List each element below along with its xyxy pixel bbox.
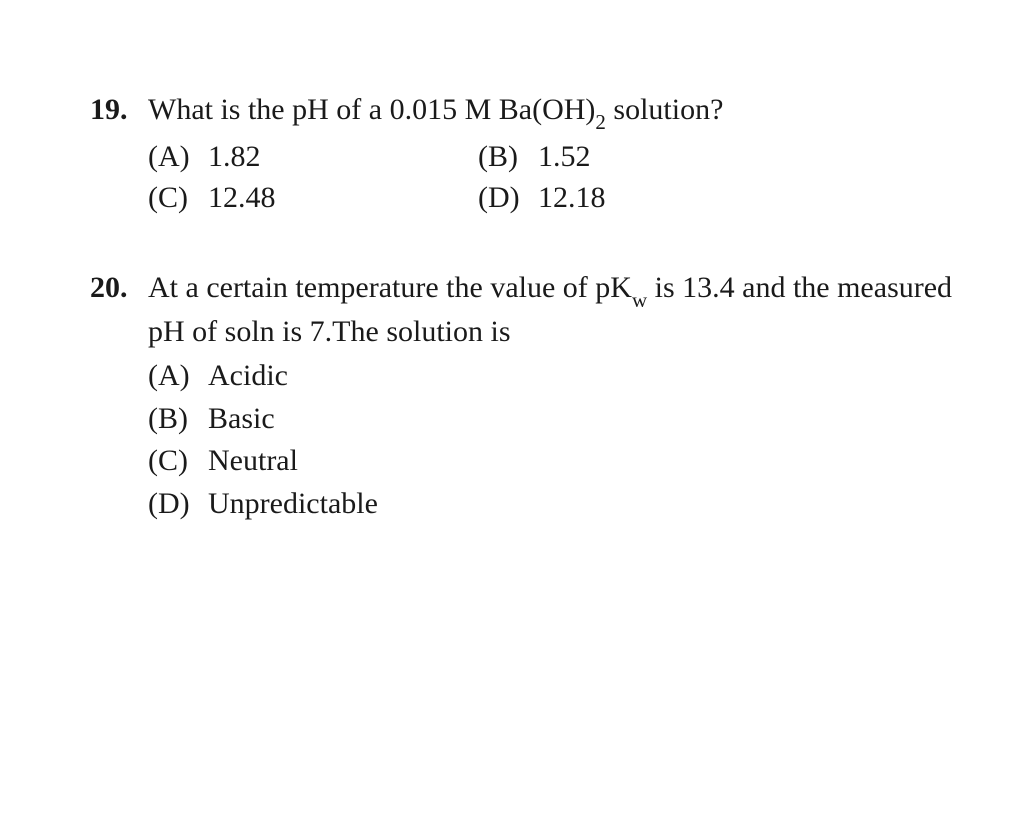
question-19-option-c: (C) 12.48 — [148, 178, 478, 219]
question-20-stem-pre: At a certain temperature the value of pK — [148, 271, 632, 304]
question-20-row: 20. At a certain temperature the value o… — [90, 268, 964, 352]
question-19-stem-post: solution? — [606, 93, 724, 126]
option-letter: (B) — [478, 137, 538, 178]
option-letter: (A) — [148, 137, 208, 178]
question-20-stem-sub: w — [632, 288, 647, 312]
option-text: 1.52 — [538, 137, 591, 178]
question-19-stem-sub: 2 — [595, 110, 606, 134]
question-20-option-d: (D) Unpredictable — [148, 484, 964, 525]
question-20: 20. At a certain temperature the value o… — [90, 268, 964, 524]
option-text: 1.82 — [208, 137, 261, 178]
question-19-row: 19. What is the pH of a 0.015 M Ba(OH)2 … — [90, 90, 964, 133]
question-20-option-c: (C) Neutral — [148, 441, 964, 482]
question-19-stem-pre: What is the pH of a 0.015 M Ba(OH) — [148, 93, 595, 126]
question-20-option-a: (A) Acidic — [148, 356, 964, 397]
question-19-option-a: (A) 1.82 — [148, 137, 478, 178]
option-letter: (B) — [148, 399, 208, 440]
option-letter: (D) — [148, 484, 208, 525]
option-letter: (C) — [148, 178, 208, 219]
question-19: 19. What is the pH of a 0.015 M Ba(OH)2 … — [90, 90, 964, 218]
question-19-option-row-2: (C) 12.48 (D) 12.18 — [148, 178, 964, 219]
option-letter: (D) — [478, 178, 538, 219]
option-text: 12.48 — [208, 178, 276, 219]
question-20-stem: At a certain temperature the value of pK… — [148, 268, 964, 352]
option-text: Acidic — [208, 356, 288, 397]
question-19-options: (A) 1.82 (B) 1.52 (C) 12.48 (D) 12.18 — [148, 137, 964, 218]
option-letter: (C) — [148, 441, 208, 482]
option-letter: (A) — [148, 356, 208, 397]
question-20-number: 20. — [90, 268, 148, 309]
option-text: 12.18 — [538, 178, 606, 219]
question-20-option-b: (B) Basic — [148, 399, 964, 440]
page: 19. What is the pH of a 0.015 M Ba(OH)2 … — [0, 0, 1024, 634]
option-text: Neutral — [208, 441, 298, 482]
question-19-option-row-1: (A) 1.82 (B) 1.52 — [148, 137, 964, 178]
option-text: Unpredictable — [208, 484, 378, 525]
question-19-option-d: (D) 12.18 — [478, 178, 808, 219]
question-19-option-b: (B) 1.52 — [478, 137, 808, 178]
question-19-stem: What is the pH of a 0.015 M Ba(OH)2 solu… — [148, 90, 964, 133]
option-text: Basic — [208, 399, 275, 440]
question-19-number: 19. — [90, 90, 148, 131]
question-20-options: (A) Acidic (B) Basic (C) Neutral (D) Unp… — [148, 356, 964, 524]
